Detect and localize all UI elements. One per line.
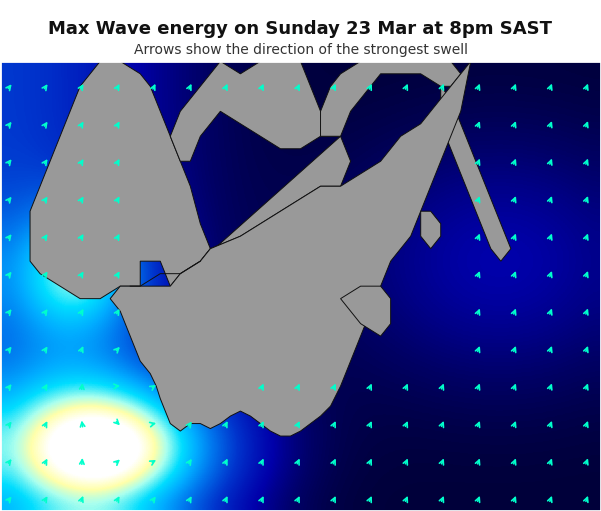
Polygon shape — [170, 61, 350, 261]
Text: Arrows show the direction of the strongest swell: Arrows show the direction of the stronge… — [133, 43, 468, 57]
Polygon shape — [320, 61, 461, 136]
Polygon shape — [341, 286, 391, 336]
Polygon shape — [421, 211, 441, 249]
Polygon shape — [110, 61, 471, 436]
Polygon shape — [30, 61, 210, 298]
Polygon shape — [441, 86, 511, 261]
Text: Max Wave energy on Sunday 23 Mar at 8pm SAST: Max Wave energy on Sunday 23 Mar at 8pm … — [49, 20, 552, 38]
